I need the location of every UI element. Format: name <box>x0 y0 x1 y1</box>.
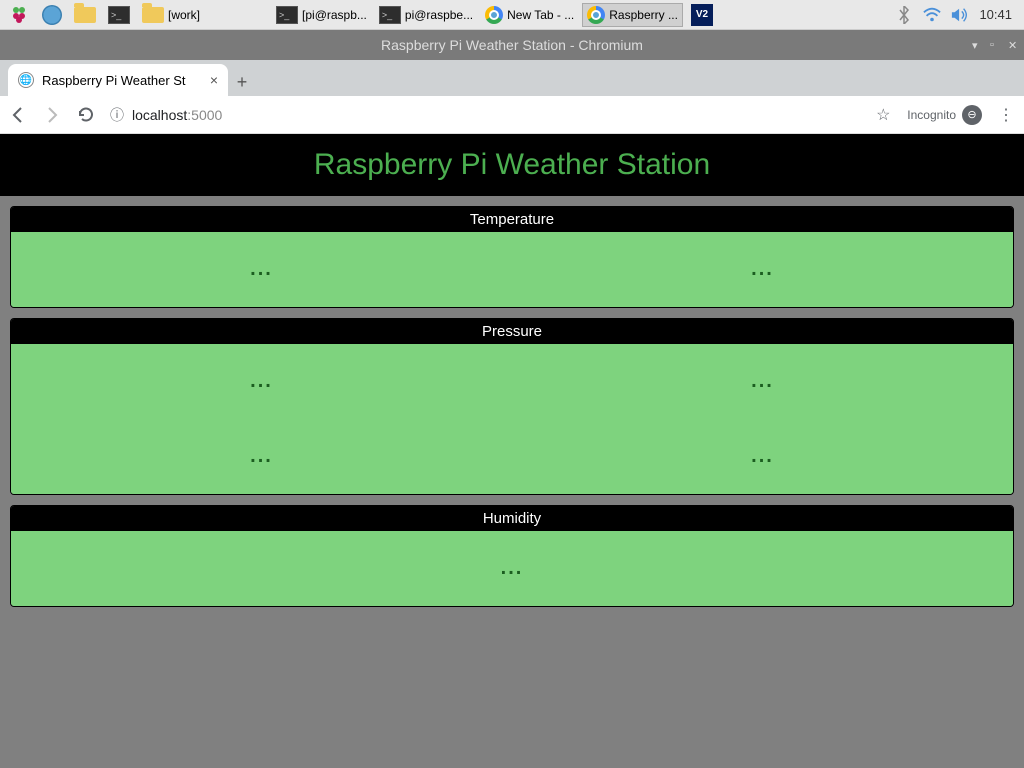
page-header: Raspberry Pi Weather Station <box>0 134 1024 196</box>
volume-icon[interactable] <box>951 6 969 24</box>
card-row: ... <box>11 531 1013 606</box>
card-title: Pressure <box>11 319 1013 344</box>
taskbar-vnc[interactable]: V2 <box>687 3 717 27</box>
page-title: Raspberry Pi Weather Station <box>0 148 1024 182</box>
sensor-value: ... <box>11 531 1013 606</box>
bookmark-star-icon[interactable]: ☆ <box>873 105 893 125</box>
card-row: ...... <box>11 344 1013 419</box>
site-info-icon[interactable]: ⓘ <box>110 105 124 125</box>
window-title-text: Raspberry Pi Weather Station - Chromium <box>381 37 643 53</box>
card-title: Humidity <box>11 506 1013 531</box>
url-host: localhost <box>132 107 187 123</box>
maximize-button[interactable]: ▫ <box>990 39 1002 51</box>
desktop-taskbar: >_ [work] >_ [pi@raspb... >_ pi@raspbe..… <box>0 0 1024 30</box>
url-input[interactable]: ⓘ localhost:5000 <box>110 105 859 125</box>
card-body: ............ <box>11 344 1013 494</box>
system-tray: 10:41 <box>895 6 1020 24</box>
vnc-icon: V2 <box>691 4 713 26</box>
taskbar-files[interactable] <box>70 3 100 27</box>
forward-button[interactable] <box>42 105 62 125</box>
sensor-card: Humidity... <box>10 505 1014 607</box>
cards-container: Temperature......Pressure............Hum… <box>0 196 1024 617</box>
taskbar-item-label: [pi@raspb... <box>302 8 367 22</box>
chromium-icon <box>485 6 503 24</box>
globe-icon <box>42 5 62 25</box>
card-row: ...... <box>11 232 1013 307</box>
taskbar-item-label: [work] <box>168 8 200 22</box>
minimize-button[interactable]: ▾ <box>972 39 984 51</box>
taskbar-left: >_ [work] >_ [pi@raspb... >_ pi@raspbe..… <box>4 3 717 27</box>
sensor-value: ... <box>11 232 512 307</box>
window-titlebar: Raspberry Pi Weather Station - Chromium … <box>0 30 1024 60</box>
taskbar-browser[interactable] <box>38 3 66 27</box>
reload-button[interactable] <box>76 105 96 125</box>
page-content: Raspberry Pi Weather Station Temperature… <box>0 134 1024 617</box>
card-title: Temperature <box>11 207 1013 232</box>
taskbar-item-label: pi@raspbe... <box>405 8 473 22</box>
card-row: ...... <box>11 419 1013 494</box>
card-body: ...... <box>11 232 1013 307</box>
menu-button[interactable]: ⋮ <box>996 105 1016 125</box>
browser-tab[interactable]: 🌐 Raspberry Pi Weather St × <box>8 64 228 96</box>
folder-icon <box>74 7 96 23</box>
close-button[interactable]: ✕ <box>1008 39 1020 51</box>
incognito-label: Incognito <box>907 108 956 122</box>
taskbar-item-label: Raspberry ... <box>609 8 678 22</box>
wifi-icon[interactable] <box>923 6 941 24</box>
sensor-card: Temperature...... <box>10 206 1014 308</box>
taskbar-work-folder[interactable]: [work] <box>138 3 204 27</box>
chromium-icon <box>587 6 605 24</box>
clock[interactable]: 10:41 <box>979 7 1012 22</box>
terminal-icon: >_ <box>108 6 130 24</box>
taskbar-menu[interactable] <box>4 3 34 27</box>
sensor-value: ... <box>512 419 1013 494</box>
taskbar-item-label: New Tab - ... <box>507 8 574 22</box>
new-tab-button[interactable]: + <box>228 68 256 96</box>
globe-icon: 🌐 <box>18 72 34 88</box>
taskbar-term1[interactable]: >_ [pi@raspb... <box>272 3 371 27</box>
incognito-icon: ⊖ <box>962 105 982 125</box>
sensor-value: ... <box>11 419 512 494</box>
taskbar-terminal[interactable]: >_ <box>104 3 134 27</box>
tab-title: Raspberry Pi Weather St <box>42 73 186 88</box>
back-button[interactable] <box>8 105 28 125</box>
taskbar-newtab[interactable]: New Tab - ... <box>481 3 578 27</box>
terminal-icon: >_ <box>276 6 298 24</box>
tab-strip: 🌐 Raspberry Pi Weather St × + <box>0 60 1024 96</box>
incognito-indicator: Incognito ⊖ <box>907 105 982 125</box>
sensor-value: ... <box>512 344 1013 419</box>
folder-icon <box>142 7 164 23</box>
sensor-value: ... <box>11 344 512 419</box>
address-bar: ⓘ localhost:5000 ☆ Incognito ⊖ ⋮ <box>0 96 1024 134</box>
tab-close-button[interactable]: × <box>210 72 218 88</box>
bluetooth-icon[interactable] <box>895 6 913 24</box>
taskbar-term2[interactable]: >_ pi@raspbe... <box>375 3 477 27</box>
sensor-card: Pressure............ <box>10 318 1014 495</box>
raspberry-icon <box>8 5 30 25</box>
sensor-value: ... <box>512 232 1013 307</box>
address-bar-right: ☆ Incognito ⊖ ⋮ <box>873 105 1016 125</box>
window-controls: ▾ ▫ ✕ <box>972 39 1020 51</box>
card-body: ... <box>11 531 1013 606</box>
taskbar-active-window[interactable]: Raspberry ... <box>582 3 683 27</box>
url-port: :5000 <box>187 107 222 123</box>
terminal-icon: >_ <box>379 6 401 24</box>
